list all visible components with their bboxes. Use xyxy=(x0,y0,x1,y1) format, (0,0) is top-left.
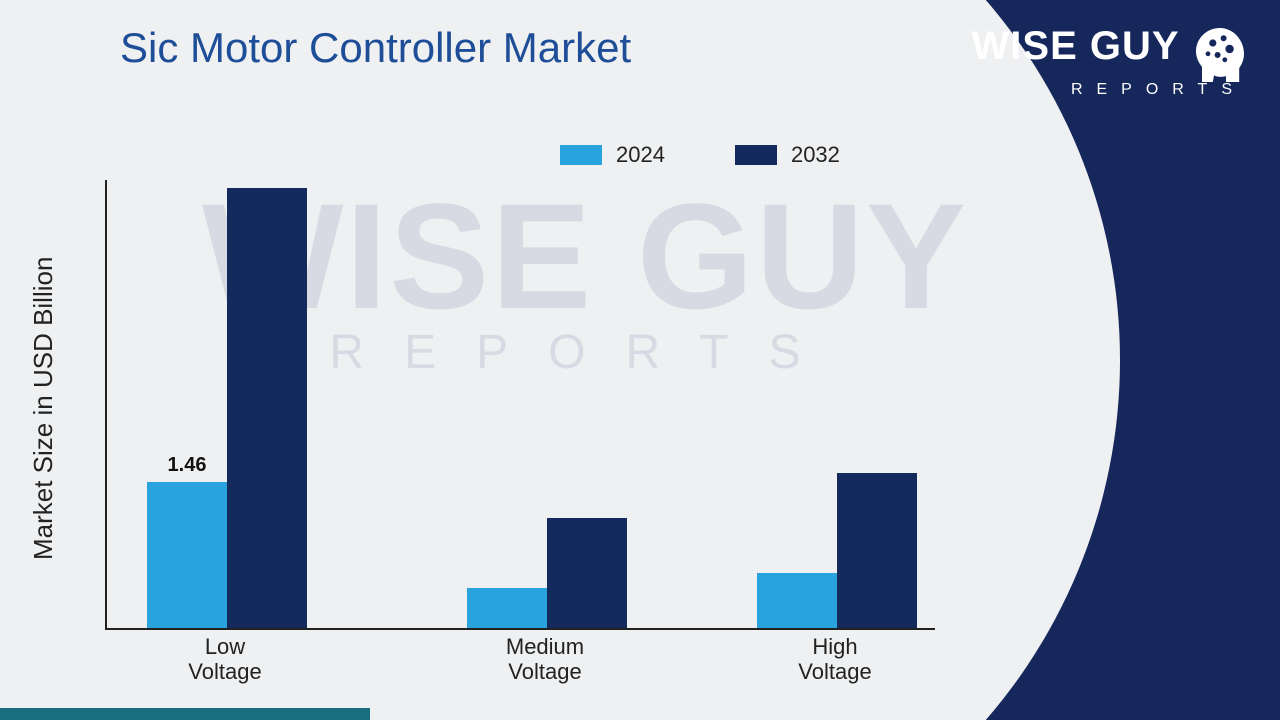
legend-swatch-2032 xyxy=(735,145,777,165)
bar xyxy=(757,573,837,628)
bar: 1.46 xyxy=(147,482,227,628)
legend-item-2024: 2024 xyxy=(560,142,665,168)
bar xyxy=(227,188,307,628)
bottom-accent-bar xyxy=(0,708,370,720)
y-axis-label: Market Size in USD Billion xyxy=(28,257,59,560)
legend: 2024 2032 xyxy=(560,142,840,168)
x-axis-tick-label: LowVoltage xyxy=(135,634,315,685)
legend-swatch-2024 xyxy=(560,145,602,165)
chart-stage: WISE GUY REPORTS WISE GUY REPORTS Sic Mo… xyxy=(0,0,1280,720)
bar xyxy=(547,518,627,628)
brand-logo: WISE GUY REPORTS xyxy=(972,24,1250,99)
plot-area: 1.46 xyxy=(105,180,935,630)
head-icon xyxy=(1190,25,1250,85)
legend-label-2032: 2032 xyxy=(791,142,840,168)
legend-item-2032: 2032 xyxy=(735,142,840,168)
chart-title: Sic Motor Controller Market xyxy=(120,24,631,72)
brand-logo-sub: REPORTS xyxy=(972,81,1246,99)
bar xyxy=(837,473,917,628)
x-axis-labels: LowVoltage MediumVoltage HighVoltage xyxy=(105,634,935,694)
bar xyxy=(467,588,547,628)
legend-label-2024: 2024 xyxy=(616,142,665,168)
x-axis-tick-label: MediumVoltage xyxy=(455,634,635,685)
bar-value-label: 1.46 xyxy=(147,454,227,477)
brand-logo-main: WISE GUY xyxy=(972,24,1180,68)
x-axis-tick-label: HighVoltage xyxy=(745,634,925,685)
